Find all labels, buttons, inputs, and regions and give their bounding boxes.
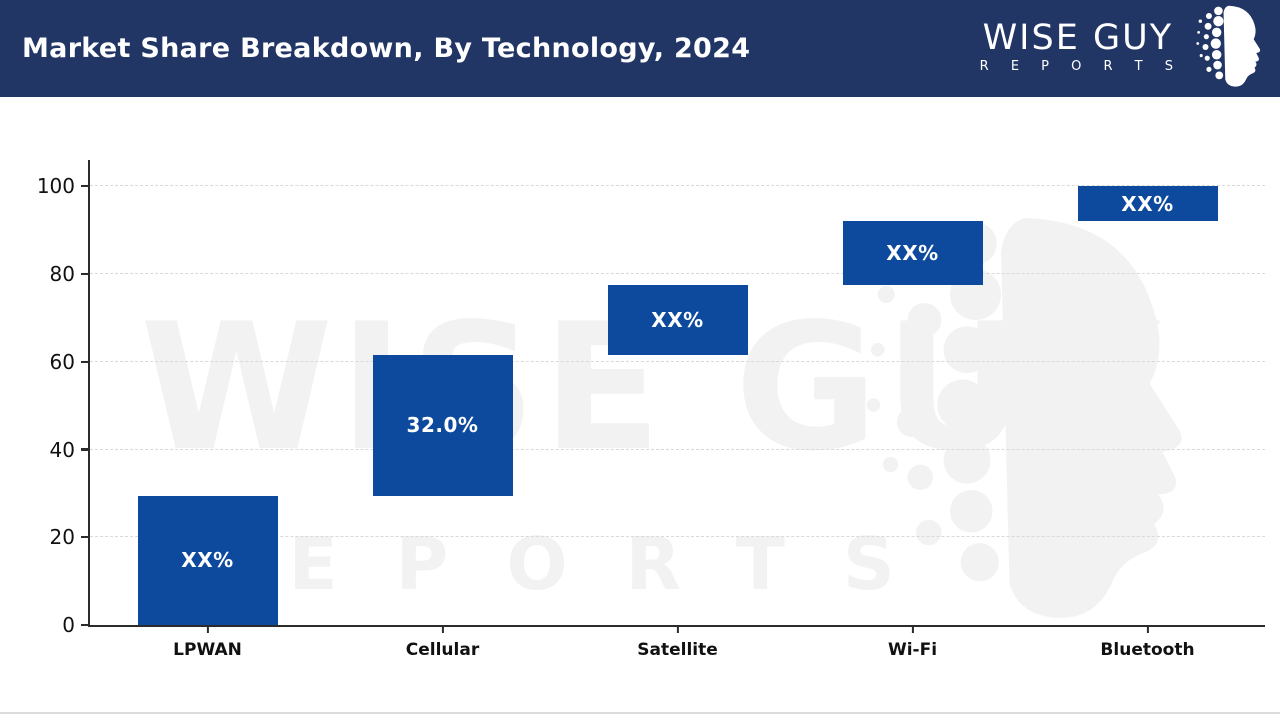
- bar-value-label-lpwan: XX%: [181, 548, 234, 573]
- x-category-label-lpwan: LPWAN: [173, 640, 242, 660]
- wise-guy-face-icon: [1188, 4, 1266, 90]
- bar-satellite: XX%: [607, 285, 748, 356]
- brand-logo: WISE GUY R E P O R T S: [974, 4, 1266, 90]
- gridline-20: [90, 536, 1265, 538]
- x-category-label-bluetooth: Bluetooth: [1100, 640, 1195, 660]
- bar-value-label-wi-fi: XX%: [886, 241, 939, 266]
- x-tick-mark-lpwan: [206, 625, 209, 633]
- y-tick-label-100: 100: [36, 174, 75, 199]
- brand-text: WISE GUY R E P O R T S: [974, 20, 1182, 74]
- bar-value-label-bluetooth: XX%: [1121, 191, 1174, 216]
- y-tick-mark-20: [81, 536, 90, 539]
- x-category-label-cellular: Cellular: [405, 640, 480, 660]
- bar-value-label-satellite: XX%: [651, 308, 704, 333]
- y-tick-label-80: 80: [49, 262, 75, 287]
- gridline-60: [90, 360, 1265, 362]
- y-tick-mark-40: [81, 448, 90, 451]
- brand-name: WISE GUY: [982, 18, 1174, 59]
- x-tick-mark-wi-fi: [911, 625, 914, 633]
- gridline-100: [90, 185, 1265, 187]
- bar-bluetooth: XX%: [1077, 186, 1218, 222]
- y-tick-mark-60: [81, 360, 90, 363]
- x-category-label-wi-fi: Wi-Fi: [887, 640, 938, 660]
- gridline-40: [90, 448, 1265, 450]
- y-tick-mark-100: [81, 185, 90, 188]
- x-category-label-satellite: Satellite: [637, 640, 718, 660]
- bar-value-label-cellular: 32.0%: [406, 413, 479, 438]
- header-bar: Market Share Breakdown, By Technology, 2…: [0, 0, 1280, 97]
- y-tick-label-40: 40: [49, 437, 75, 462]
- x-tick-mark-bluetooth: [1146, 625, 1149, 633]
- plot-area: 0 20 40 60 80 100 XX% LPWAN 32.0% Cellular XX% Sate…: [37, 160, 1265, 660]
- brand-subname: R E P O R T S: [979, 58, 1182, 74]
- y-tick-label-20: 20: [49, 525, 75, 550]
- page-title: Market Share Breakdown, By Technology, 2…: [22, 33, 751, 64]
- gridline-80: [90, 273, 1265, 275]
- y-tick-mark-80: [81, 272, 90, 276]
- bar-lpwan: XX%: [137, 495, 278, 625]
- bar-wi-fi: XX%: [842, 221, 983, 286]
- y-tick-mark-0: [81, 623, 90, 626]
- y-tick-label-0: 0: [62, 613, 75, 637]
- y-tick-label-60: 60: [49, 349, 75, 374]
- bottom-divider: [0, 712, 1280, 714]
- x-tick-mark-cellular: [441, 625, 444, 633]
- x-tick-mark-satellite: [676, 625, 679, 633]
- bar-cellular: 32.0%: [372, 355, 513, 496]
